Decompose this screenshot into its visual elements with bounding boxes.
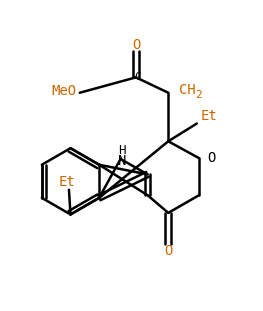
Text: 2: 2 — [195, 90, 202, 100]
Text: CH: CH — [179, 83, 196, 97]
Text: N: N — [118, 154, 126, 168]
Text: MeO: MeO — [52, 84, 77, 98]
Text: O: O — [207, 151, 215, 165]
Text: C: C — [134, 72, 141, 82]
Text: H: H — [118, 144, 126, 157]
Text: Et: Et — [59, 175, 76, 189]
Text: O: O — [132, 38, 140, 52]
Text: O: O — [164, 244, 173, 258]
Text: Et: Et — [201, 109, 218, 123]
